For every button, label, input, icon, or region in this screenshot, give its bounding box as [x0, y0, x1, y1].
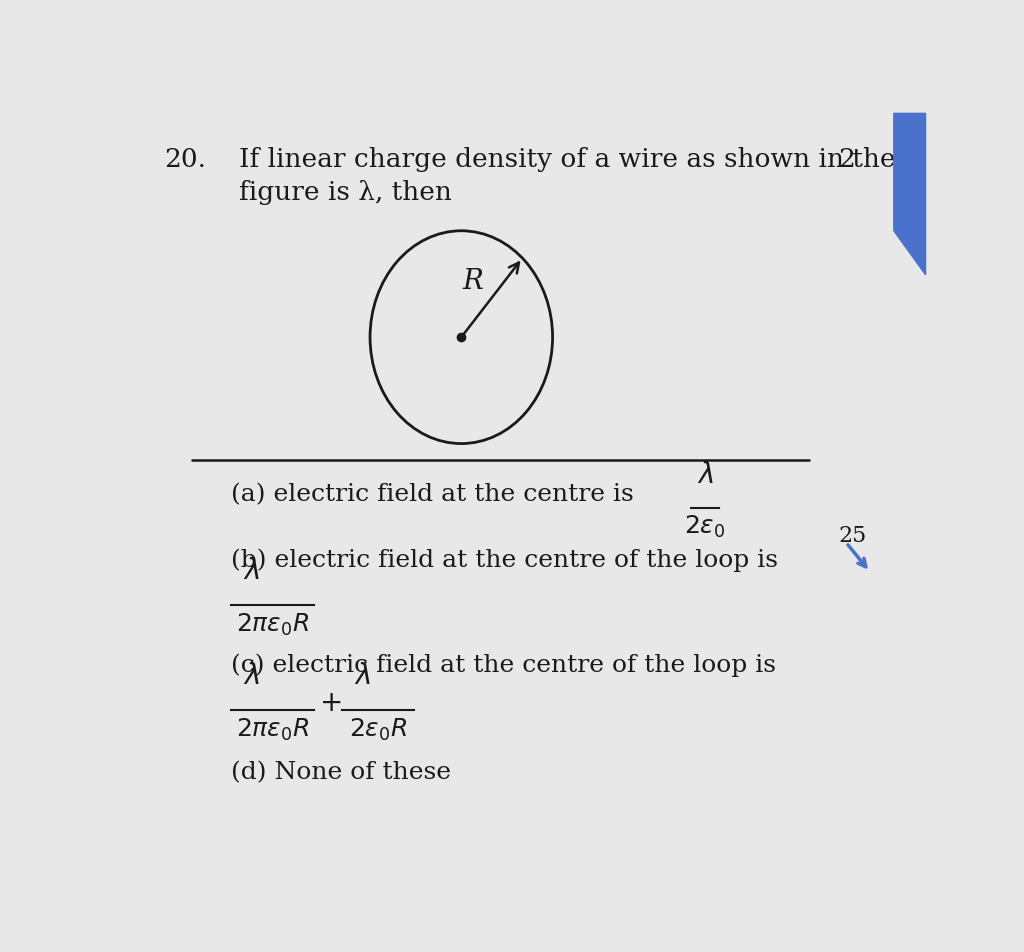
Text: (a) electric field at the centre is: (a) electric field at the centre is — [231, 483, 634, 506]
Text: $\lambda$: $\lambda$ — [353, 663, 371, 689]
Text: $\lambda$: $\lambda$ — [243, 663, 259, 689]
Text: $\lambda$: $\lambda$ — [243, 558, 259, 585]
Text: $2\varepsilon_0 R$: $2\varepsilon_0 R$ — [349, 716, 408, 743]
Text: $\lambda$: $\lambda$ — [696, 461, 714, 488]
Text: $+$: $+$ — [319, 689, 342, 716]
Text: 20.: 20. — [164, 148, 206, 172]
Text: (b) electric field at the centre of the loop is: (b) electric field at the centre of the … — [231, 548, 778, 572]
Text: (c) electric field at the centre of the loop is: (c) electric field at the centre of the … — [231, 653, 776, 677]
Text: $2\pi\varepsilon_0 R$: $2\pi\varepsilon_0 R$ — [236, 611, 309, 638]
Text: If linear charge density of a wire as shown in the: If linear charge density of a wire as sh… — [240, 148, 896, 172]
Text: 25: 25 — [839, 525, 866, 546]
Text: (d) None of these: (d) None of these — [231, 761, 452, 783]
Polygon shape — [894, 114, 926, 275]
Text: $2\varepsilon_0$: $2\varepsilon_0$ — [684, 514, 726, 540]
Text: figure is λ, then: figure is λ, then — [240, 180, 452, 206]
Text: R: R — [463, 268, 483, 295]
Text: 2: 2 — [839, 148, 855, 172]
Text: $2\pi\varepsilon_0 R$: $2\pi\varepsilon_0 R$ — [236, 716, 309, 743]
